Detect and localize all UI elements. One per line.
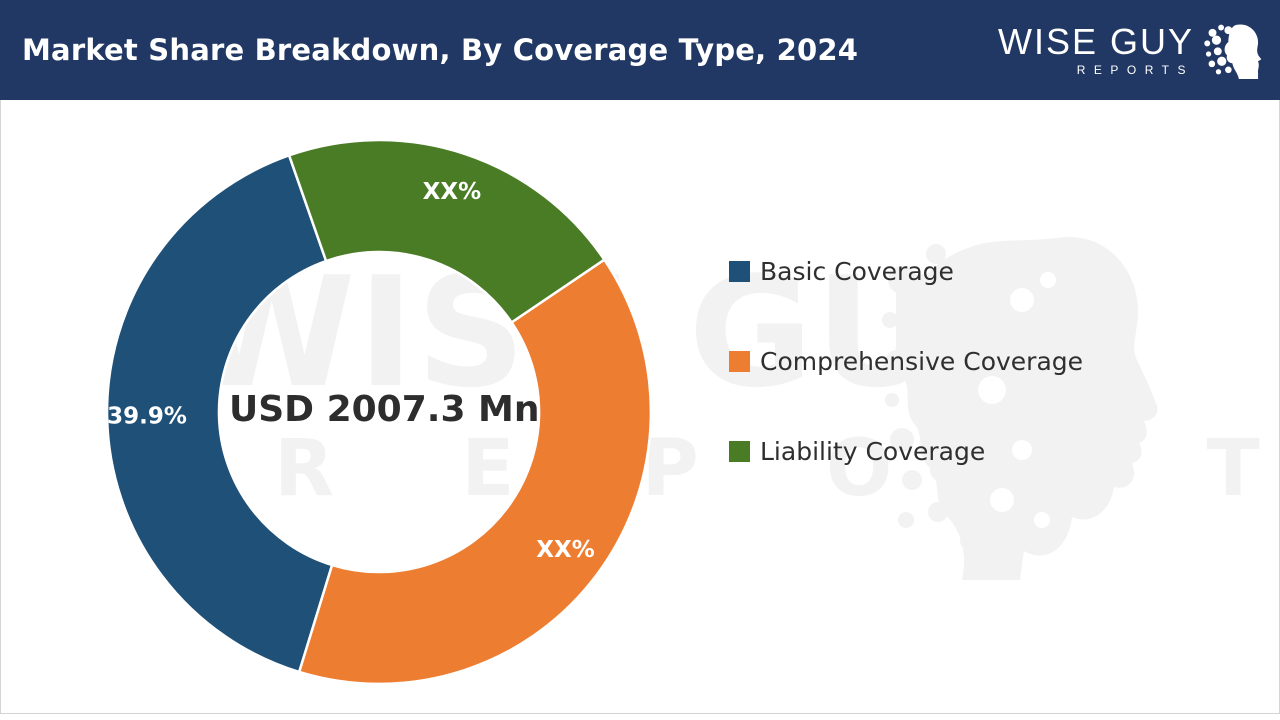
logo-head-icon: [1204, 24, 1262, 80]
donut-slice-comprehensive-coverage: [297, 257, 653, 686]
slice-percentage-label: XX%: [536, 537, 595, 563]
logo-text: WISE GUY REPORTS: [997, 21, 1194, 77]
legend-item-basic: Basic Coverage: [729, 256, 1083, 286]
legend-swatch: [729, 350, 750, 372]
donut-center-value: USD 2007.3 Mn: [229, 389, 540, 430]
legend-label: Comprehensive Coverage: [760, 346, 1084, 376]
legend-label: Basic Coverage: [760, 256, 954, 286]
header-bar: Market Share Breakdown, By Coverage Type…: [0, 0, 1280, 100]
donut-slice-liability-coverage: [287, 138, 607, 325]
wise-guy-logo: WISE GUY REPORTS: [998, 0, 1264, 100]
legend-swatch: [729, 440, 750, 462]
chart-legend: Basic Coverage Comprehensive Coverage Li…: [729, 256, 1084, 466]
legend-item-liability: Liability Coverage: [729, 436, 1083, 466]
logo-subtitle: REPORTS: [1076, 63, 1194, 77]
page-title: Market Share Breakdown, By Coverage Type…: [22, 33, 859, 67]
logo-wordmark: WISE GUY: [997, 21, 1194, 62]
legend-swatch: [729, 260, 750, 282]
legend-item-comprehensive: Comprehensive Coverage: [729, 346, 1084, 376]
donut-slice-basic-coverage: [105, 153, 334, 674]
slice-percentage-label: 39.9%: [107, 404, 187, 430]
watermark-head-icon: [882, 237, 1158, 580]
slice-percentage-label: XX%: [423, 179, 482, 205]
legend-label: Liability Coverage: [760, 436, 986, 466]
